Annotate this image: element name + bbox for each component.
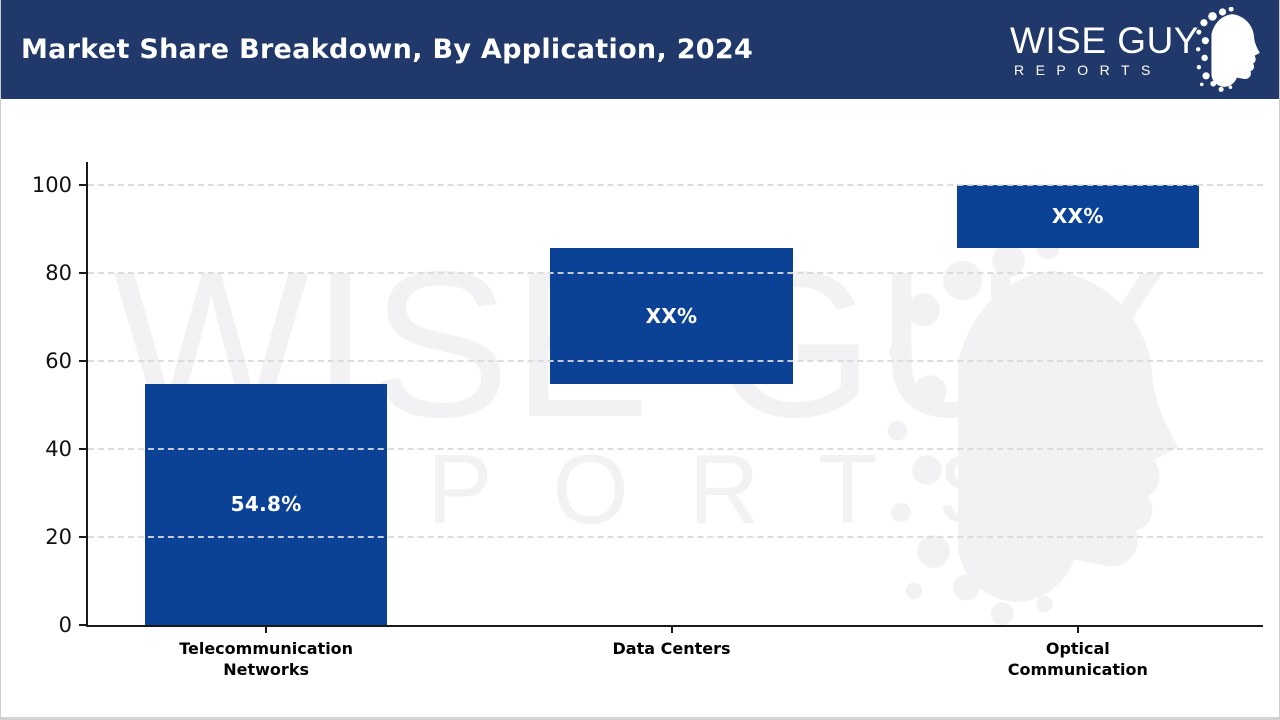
bar-value-label: 54.8% (230, 492, 302, 517)
y-tick-mark (79, 272, 88, 274)
y-tick-label: 80 (45, 261, 72, 285)
bar: XX% (550, 247, 793, 384)
y-tick-mark (79, 360, 88, 362)
y-tick-mark (79, 448, 88, 450)
y-tick-label: 40 (45, 437, 72, 461)
bar-value-label: XX% (1051, 204, 1104, 229)
x-tick-mark (265, 625, 268, 633)
category-label: Telecommunication Networks (179, 639, 354, 679)
y-tick-mark (79, 184, 88, 186)
plot-area: 0 20 40 60 80 100 54.8% Telecommunication Netwo… (32, 162, 1263, 679)
wise-guy-face-icon (1196, 6, 1260, 92)
page-title: Market Share Breakdown, By Application, … (21, 34, 754, 65)
logo-text: WISE GUY REPORTS (1010, 22, 1199, 78)
bar-value-label: XX% (645, 303, 698, 328)
y-tick-label: 0 (58, 613, 72, 637)
bar: 54.8% (144, 383, 388, 625)
wise-guy-logo: WISE GUY REPORTS (1010, 6, 1265, 93)
x-tick-mark (1076, 625, 1079, 633)
x-tick-mark (670, 625, 673, 633)
y-tick-label: 60 (45, 349, 72, 373)
plot-wrap: 0 20 40 60 80 100 54.8% Telecommunication Netwo… (32, 162, 1263, 679)
header-banner: Market Share Breakdown, By Application, … (1, 0, 1279, 99)
logo-wordmark: WISE GUY (1009, 19, 1199, 61)
y-tick-mark (79, 624, 88, 626)
category-label: Optical Communication (1007, 639, 1148, 679)
y-tick-label: 20 (45, 525, 72, 549)
logo-subtitle: REPORTS (1013, 61, 1162, 78)
bar: XX% (956, 185, 1200, 248)
y-tick-label: 100 (31, 173, 72, 197)
category-label: Data Centers (612, 639, 731, 658)
y-tick-mark (79, 536, 88, 538)
